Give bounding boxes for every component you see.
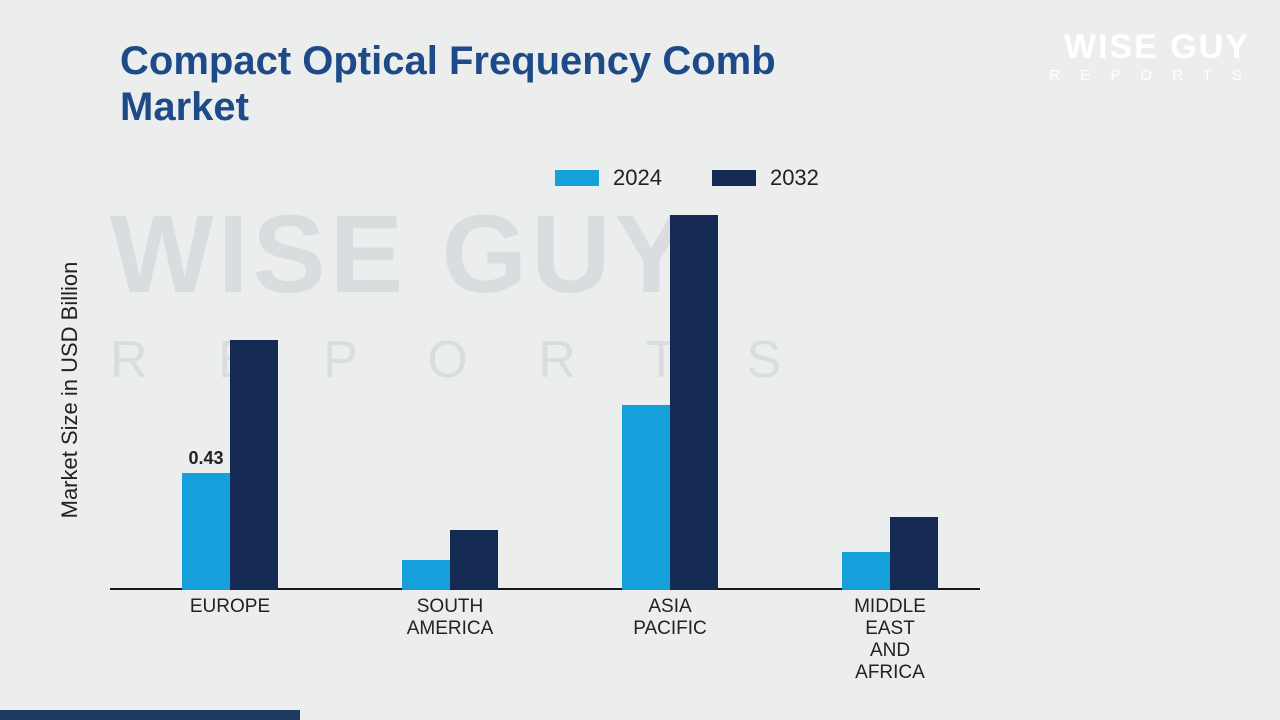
brand-logo-line1: WISE GUY: [1049, 30, 1250, 64]
x-axis-label: EUROPE: [155, 596, 305, 618]
bar: [402, 560, 450, 590]
x-axis-label: SOUTHAMERICA: [375, 596, 525, 640]
legend-swatch-2024: [555, 170, 599, 186]
report-canvas: WISE GUY R E P O R T S Compact Optical F…: [0, 0, 1280, 720]
bar: [230, 340, 278, 590]
bar: [890, 517, 938, 590]
brand-logo: WISE GUY R E P O R T S: [1049, 30, 1250, 83]
page-title: Compact Optical Frequency Comb Market: [120, 38, 840, 130]
bar: [450, 530, 498, 590]
chart-legend: 2024 2032: [555, 165, 819, 191]
bar-group: [170, 340, 290, 590]
bar-chart: 0.43: [110, 210, 980, 590]
bar: [670, 215, 718, 590]
bar-group: [390, 530, 510, 590]
footer-accent-bar: [0, 710, 300, 720]
legend-label-2032: 2032: [770, 165, 819, 191]
bar-group: [830, 517, 950, 590]
legend-item-2024: 2024: [555, 165, 662, 191]
x-axis-label: MIDDLEEASTANDAFRICA: [815, 596, 965, 683]
x-axis-label: ASIAPACIFIC: [595, 596, 745, 640]
legend-item-2032: 2032: [712, 165, 819, 191]
y-axis-label: Market Size in USD Billion: [57, 262, 83, 519]
legend-label-2024: 2024: [613, 165, 662, 191]
x-axis-labels: EUROPE SOUTHAMERICA ASIAPACIFIC MIDDLEEASTA…: [110, 596, 980, 706]
brand-logo-line2: R E P O R T S: [1049, 68, 1250, 83]
bar: [182, 473, 230, 590]
bar: [622, 405, 670, 590]
bar-group: [610, 215, 730, 590]
bar: [842, 552, 890, 590]
legend-swatch-2032: [712, 170, 756, 186]
